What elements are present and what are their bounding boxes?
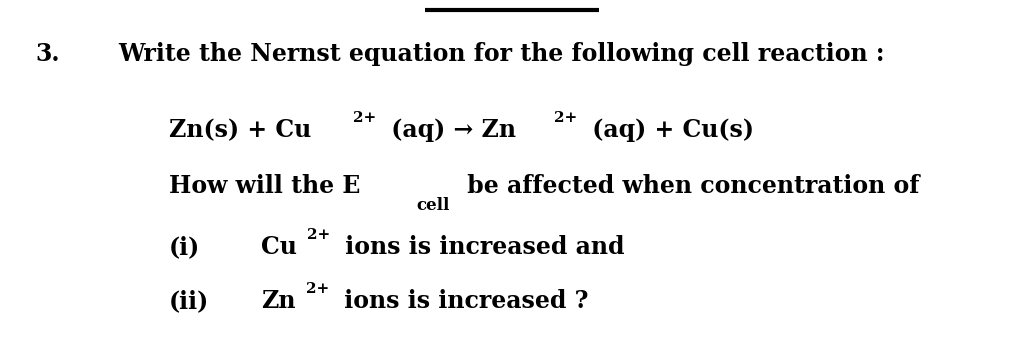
Text: (aq) + Cu(s): (aq) + Cu(s)	[584, 118, 754, 142]
Text: Zn: Zn	[261, 290, 296, 314]
Text: ions is increased ?: ions is increased ?	[336, 290, 588, 314]
Text: 2+: 2+	[352, 111, 376, 125]
Text: ions is increased and: ions is increased and	[338, 235, 625, 259]
Text: be affected when concentration of: be affected when concentration of	[459, 174, 920, 198]
Text: 2+: 2+	[307, 228, 331, 242]
Text: Cu: Cu	[261, 235, 297, 259]
Text: (aq) → Zn: (aq) → Zn	[383, 118, 515, 142]
Text: Zn(s) + Cu: Zn(s) + Cu	[169, 118, 311, 142]
Text: cell: cell	[416, 197, 450, 214]
Text: 2+: 2+	[305, 282, 329, 296]
Text: 2+: 2+	[554, 111, 578, 125]
Text: How will the E: How will the E	[169, 174, 360, 198]
Text: 3.: 3.	[36, 42, 60, 66]
Text: Write the Nernst equation for the following cell reaction :: Write the Nernst equation for the follow…	[118, 42, 885, 66]
Text: (ii): (ii)	[169, 290, 209, 314]
Text: (i): (i)	[169, 235, 201, 259]
